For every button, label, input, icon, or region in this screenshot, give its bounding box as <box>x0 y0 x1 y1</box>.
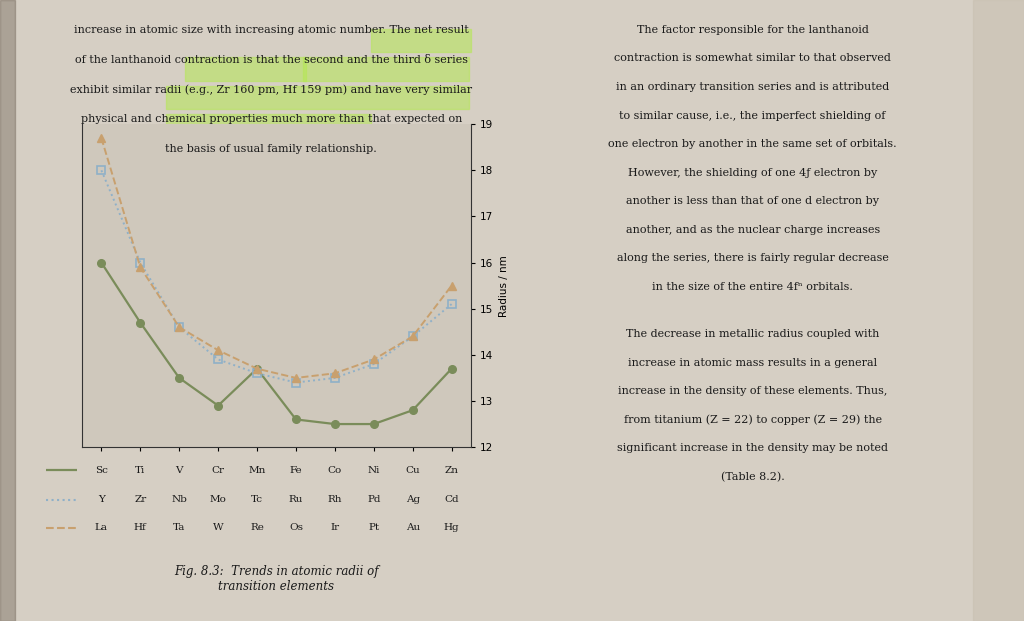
Text: along the series, there is fairly regular decrease: along the series, there is fairly regula… <box>616 253 889 263</box>
Text: transition elements: transition elements <box>218 581 335 593</box>
Text: Y: Y <box>98 496 104 504</box>
Text: Pt: Pt <box>369 524 379 532</box>
Text: Fe: Fe <box>290 466 302 474</box>
Text: V: V <box>175 466 183 474</box>
Text: Co: Co <box>328 466 342 474</box>
Text: Os: Os <box>289 524 303 532</box>
Text: one electron by another in the same set of orbitals.: one electron by another in the same set … <box>608 139 897 149</box>
Text: another is less than that of one d electron by: another is less than that of one d elect… <box>626 196 880 206</box>
Text: Cd: Cd <box>444 496 459 504</box>
Text: Pd: Pd <box>367 496 381 504</box>
Text: Nb: Nb <box>171 496 187 504</box>
Text: Rh: Rh <box>328 496 342 504</box>
Text: Ta: Ta <box>173 524 185 532</box>
Text: in an ordinary transition series and is attributed: in an ordinary transition series and is … <box>616 82 889 92</box>
Text: exhibit similar radii (e.g., Zr 160 pm, Hf 159 pm) and have very similar: exhibit similar radii (e.g., Zr 160 pm, … <box>71 84 472 95</box>
Text: However, the shielding of one 4ƒ electron by: However, the shielding of one 4ƒ electro… <box>628 168 878 178</box>
Text: Ag: Ag <box>406 496 420 504</box>
Text: contraction is somewhat similar to that observed: contraction is somewhat similar to that … <box>614 53 891 63</box>
Text: The decrease in metallic radius coupled with: The decrease in metallic radius coupled … <box>626 329 880 339</box>
Text: to similar cause, i.e., the imperfect shielding of: to similar cause, i.e., the imperfect sh… <box>620 111 886 120</box>
Text: another, and as the nuclear charge increases: another, and as the nuclear charge incre… <box>626 225 880 235</box>
Y-axis label: Radius / nm: Radius / nm <box>499 255 509 317</box>
Text: Hf: Hf <box>134 524 146 532</box>
Text: Ni: Ni <box>368 466 380 474</box>
Text: Ti: Ti <box>135 466 145 474</box>
Text: Zn: Zn <box>444 466 459 474</box>
Text: Sc: Sc <box>95 466 108 474</box>
Text: of the lanthanoid contraction is that the second and the third δ series: of the lanthanoid contraction is that th… <box>75 55 468 65</box>
Text: Zr: Zr <box>134 496 146 504</box>
Text: La: La <box>95 524 108 532</box>
Text: Cu: Cu <box>406 466 420 474</box>
Text: Mn: Mn <box>249 466 265 474</box>
Text: The factor responsible for the lanthanoid: The factor responsible for the lanthanoi… <box>637 25 868 35</box>
Text: Hg: Hg <box>443 524 460 532</box>
Text: (Table 8.2).: (Table 8.2). <box>721 472 784 483</box>
Text: Ru: Ru <box>289 496 303 504</box>
Text: Ir: Ir <box>331 524 339 532</box>
Text: Tc: Tc <box>251 496 263 504</box>
Text: increase in the density of these elements. Thus,: increase in the density of these element… <box>617 386 888 396</box>
Text: in the size of the entire 4fⁿ orbitals.: in the size of the entire 4fⁿ orbitals. <box>652 282 853 292</box>
Text: increase in atomic mass results in a general: increase in atomic mass results in a gen… <box>628 358 878 368</box>
Text: from titanium (Z = 22) to copper (Z = 29) the: from titanium (Z = 22) to copper (Z = 29… <box>624 415 882 425</box>
Text: Mo: Mo <box>210 496 226 504</box>
Text: W: W <box>213 524 223 532</box>
Text: physical and chemical properties much more than that expected on: physical and chemical properties much mo… <box>81 114 462 124</box>
Text: Au: Au <box>406 524 420 532</box>
Text: increase in atomic size with increasing atomic number. The net result: increase in atomic size with increasing … <box>74 25 469 35</box>
Text: Cr: Cr <box>212 466 224 474</box>
Text: significant increase in the density may be noted: significant increase in the density may … <box>617 443 888 453</box>
Text: Fig. 8.3:  Trends in atomic radii of: Fig. 8.3: Trends in atomic radii of <box>174 565 379 578</box>
Text: Re: Re <box>250 524 264 532</box>
Text: the basis of usual family relationship.: the basis of usual family relationship. <box>166 144 377 154</box>
